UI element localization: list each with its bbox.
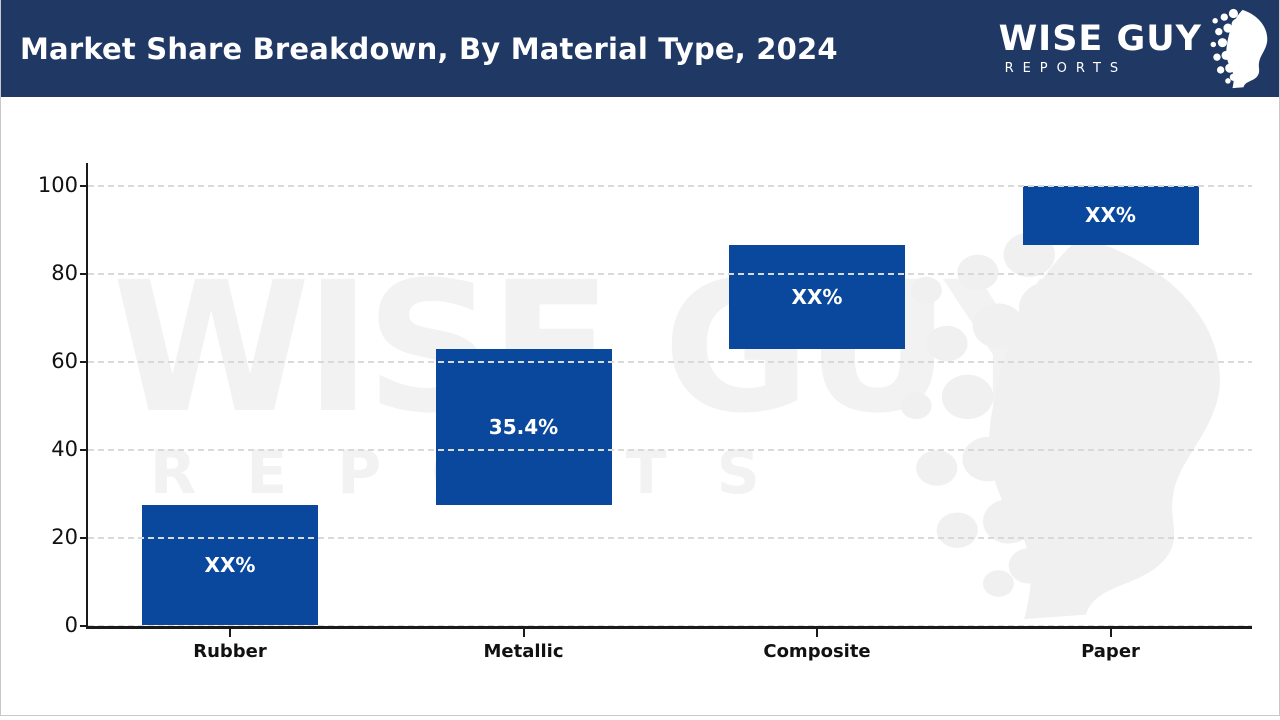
bar-rubber — [142, 504, 318, 626]
x-tick-paper — [1109, 628, 1112, 637]
bar-value-label: 35.4% — [488, 415, 559, 440]
x-tick-composite — [816, 628, 818, 637]
x-tick-label: Rubber — [193, 640, 267, 662]
bar-metallic — [435, 349, 612, 505]
y-tick-label: 40 — [51, 436, 78, 461]
wiseguy-face-icon — [1210, 8, 1268, 88]
x-tick-label: Composite — [763, 640, 871, 662]
y-tick-label: 80 — [51, 260, 78, 285]
gridline-40 — [88, 448, 1252, 451]
gridline-20 — [88, 536, 1252, 539]
bar-paper — [1022, 185, 1199, 246]
header-banner: Market Share Breakdown, By Material Type… — [0, 0, 1280, 97]
y-tick-60 — [80, 360, 88, 363]
bar-value-label: XX% — [791, 285, 843, 310]
y-tick-100 — [80, 184, 88, 187]
x-tick-rubber — [229, 628, 231, 637]
x-axis-line — [86, 625, 1252, 629]
bar-value-label: XX% — [204, 553, 256, 578]
y-tick-80 — [80, 272, 88, 275]
gridline-100 — [88, 184, 1252, 187]
wiseguy-logo: WISE GUY REPORTS — [999, 8, 1270, 90]
bar-value-label: XX% — [1085, 203, 1136, 228]
y-tick-label: 60 — [51, 348, 78, 373]
x-tick-label: Metallic — [483, 640, 564, 662]
y-tick-label: 0 — [64, 612, 78, 637]
y-tick-20 — [80, 536, 88, 539]
x-tick-metallic — [522, 628, 525, 637]
logo-subtitle: REPORTS — [1004, 60, 1128, 76]
y-tick-label: 20 — [51, 524, 78, 549]
bar-composite — [729, 245, 905, 350]
y-tick-label: 100 — [37, 172, 78, 197]
y-tick-40 — [80, 448, 88, 451]
gridline-60 — [88, 360, 1252, 363]
logo-text: WISE GUY REPORTS — [998, 18, 1202, 76]
gridline-80 — [88, 272, 1252, 275]
y-axis-line — [86, 163, 88, 629]
y-tick-0 — [80, 624, 88, 627]
watermark-face-icon — [900, 232, 1220, 620]
logo-wordmark: WISE GUY — [998, 18, 1202, 59]
chart-title: Market Share Breakdown, By Material Type… — [20, 31, 838, 66]
x-tick-label: Paper — [1081, 640, 1140, 662]
